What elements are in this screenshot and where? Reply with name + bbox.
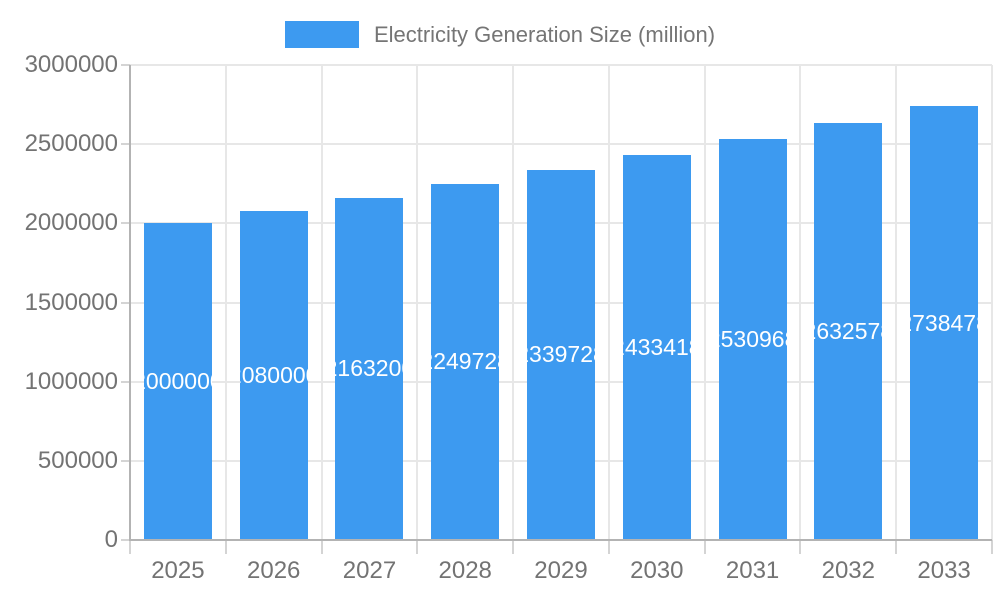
x-tick-label: 2026 xyxy=(247,557,301,584)
x-axis-tick xyxy=(607,540,610,554)
bar-2032[interactable]: 2632578 xyxy=(814,123,883,540)
y-tick-label: 1500000 xyxy=(24,288,118,316)
x-axis-tick xyxy=(991,540,993,554)
y-axis-line xyxy=(129,65,131,540)
x-gridline xyxy=(703,65,706,540)
y-axis-tick xyxy=(121,301,130,304)
bar-2028[interactable]: 2249728 xyxy=(431,183,500,540)
x-gridline xyxy=(224,65,227,540)
x-tick-label: 2025 xyxy=(151,557,205,584)
x-axis-tick xyxy=(703,540,706,554)
bar-2026[interactable]: 2080000 xyxy=(239,210,308,540)
y-axis-tick xyxy=(121,539,130,541)
y-axis-tick xyxy=(121,459,130,462)
bar-value-label: 2163200 xyxy=(335,355,403,382)
bar-2027[interactable]: 2163200 xyxy=(335,197,404,540)
bar-value-label: 2000000 xyxy=(144,368,212,395)
x-gridline xyxy=(416,65,419,540)
x-tick-label: 2027 xyxy=(342,557,397,584)
y-tick-label: 500000 xyxy=(37,446,118,474)
y-tick-label: 2500000 xyxy=(24,130,118,158)
x-tick-label: 2032 xyxy=(821,557,875,584)
y-axis-tick xyxy=(121,64,130,66)
x-gridline xyxy=(991,65,993,540)
x-gridline xyxy=(799,65,802,540)
x-axis-line xyxy=(129,539,992,541)
y-gridline xyxy=(130,143,992,146)
x-tick-label: 2028 xyxy=(438,557,492,584)
legend-swatch xyxy=(284,20,359,48)
bar-value-label: 2339728 xyxy=(527,341,595,368)
x-axis-tick xyxy=(129,540,131,554)
x-tick-label: 2031 xyxy=(725,557,780,584)
x-tick-label: 2030 xyxy=(630,557,684,584)
bar-value-label: 2632578 xyxy=(814,318,882,345)
bar-2031[interactable]: 2530968 xyxy=(718,139,787,540)
plot-area: 2000000 2080000 2163200 2249728 2339728 24334… xyxy=(130,64,993,540)
bar-2030[interactable]: 2433418 xyxy=(622,154,691,540)
x-gridline xyxy=(607,65,610,540)
y-axis-tick xyxy=(121,380,130,383)
bar-value-label: 2530968 xyxy=(719,326,787,353)
x-axis-tick xyxy=(224,540,227,554)
x-gridline xyxy=(320,65,323,540)
legend-label: Electricity Generation Size (million) xyxy=(373,21,716,47)
y-axis-tick xyxy=(121,222,130,225)
bar-2033[interactable]: 2738478 xyxy=(910,106,979,540)
bar-value-label: 2080000 xyxy=(240,361,308,388)
x-axis-tick xyxy=(512,540,515,554)
y-tick-label: 3000000 xyxy=(24,51,118,78)
bar-2025[interactable]: 2000000 xyxy=(143,223,212,540)
legend-item[interactable]: Electricity Generation Size (million) xyxy=(0,18,1000,50)
x-tick-label: 2033 xyxy=(917,557,971,584)
y-axis-tick xyxy=(121,143,130,146)
x-axis-tick xyxy=(320,540,323,554)
y-tick-label: 0 xyxy=(104,526,118,553)
x-axis-tick xyxy=(416,540,419,554)
bar-value-label: 2433418 xyxy=(623,333,691,360)
x-axis-tick xyxy=(799,540,802,554)
x-tick-label: 2029 xyxy=(534,557,588,584)
y-tick-label: 1000000 xyxy=(24,367,118,395)
x-axis-tick xyxy=(895,540,898,554)
x-gridline xyxy=(895,65,898,540)
bar-2029[interactable]: 2339728 xyxy=(527,169,595,540)
y-tick-label: 2000000 xyxy=(24,209,118,237)
x-gridline xyxy=(512,65,515,540)
bar-value-label: 2249728 xyxy=(431,348,499,375)
bar-value-label: 2738478 xyxy=(910,309,978,336)
y-gridline xyxy=(130,64,992,66)
